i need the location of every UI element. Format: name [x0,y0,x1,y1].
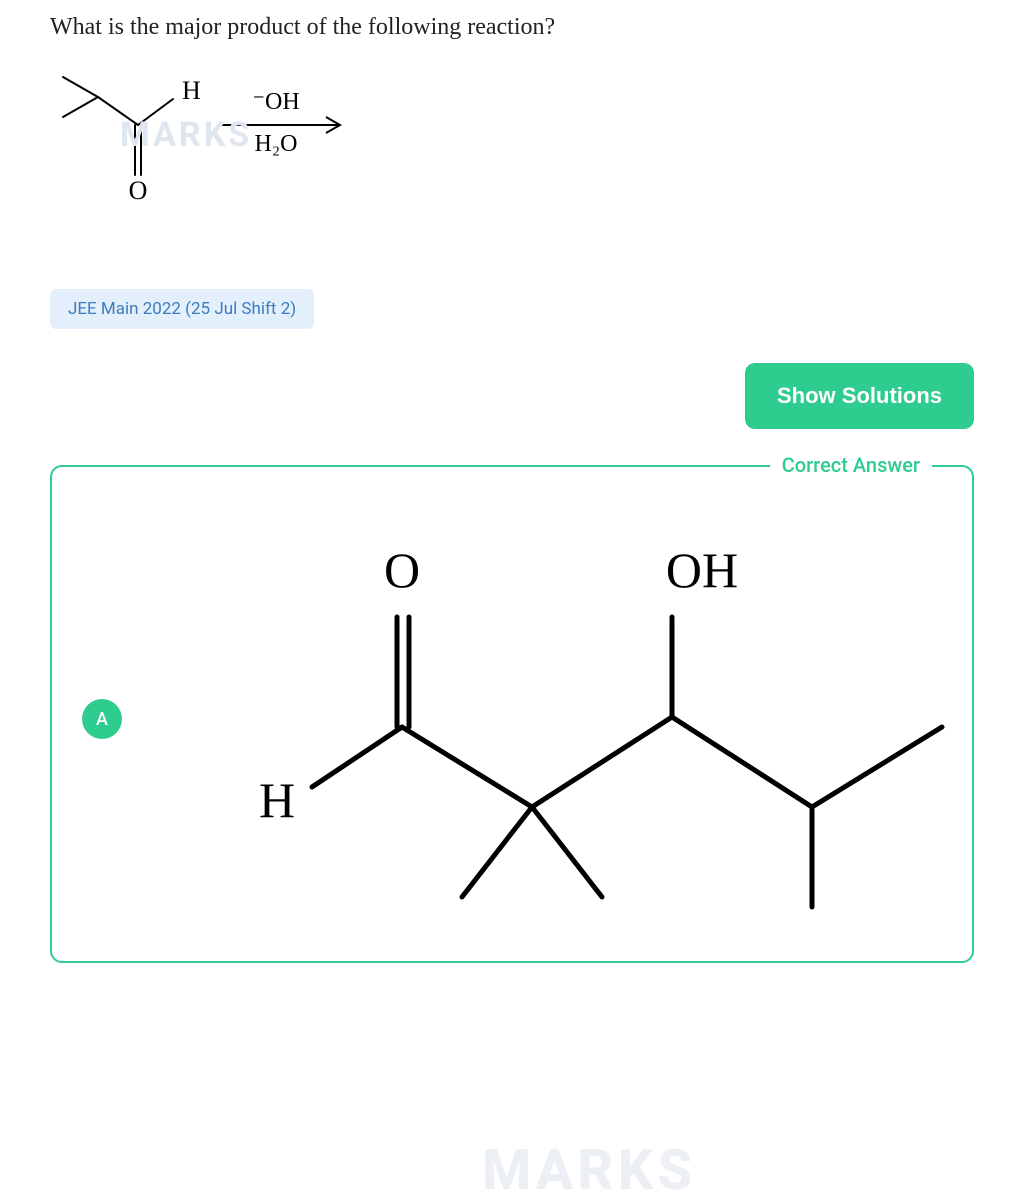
reaction-scheme: O H ⁻OH H₂O [58,65,974,229]
product-H-label: H [259,772,295,828]
reactant-H-label: H [182,76,201,105]
product-O-label: O [384,542,420,598]
option-letter: A [82,699,122,739]
correct-answer-label: Correct Answer [770,453,932,477]
reagent-bottom: H₂O [254,131,297,157]
answer-card: Correct Answer A MARKS [50,465,974,963]
product-structure: O OH H [202,507,952,931]
exam-tag: JEE Main 2022 (25 Jul Shift 2) [50,289,314,329]
reagent-top: ⁻OH [252,89,299,115]
question-text: What is the major product of the followi… [50,14,974,41]
watermark-2: MARKS [482,1137,696,1203]
product-OH-label: OH [666,542,738,598]
show-solutions-button[interactable]: Show Solutions [745,363,974,429]
reactant-O-label: O [129,176,148,205]
